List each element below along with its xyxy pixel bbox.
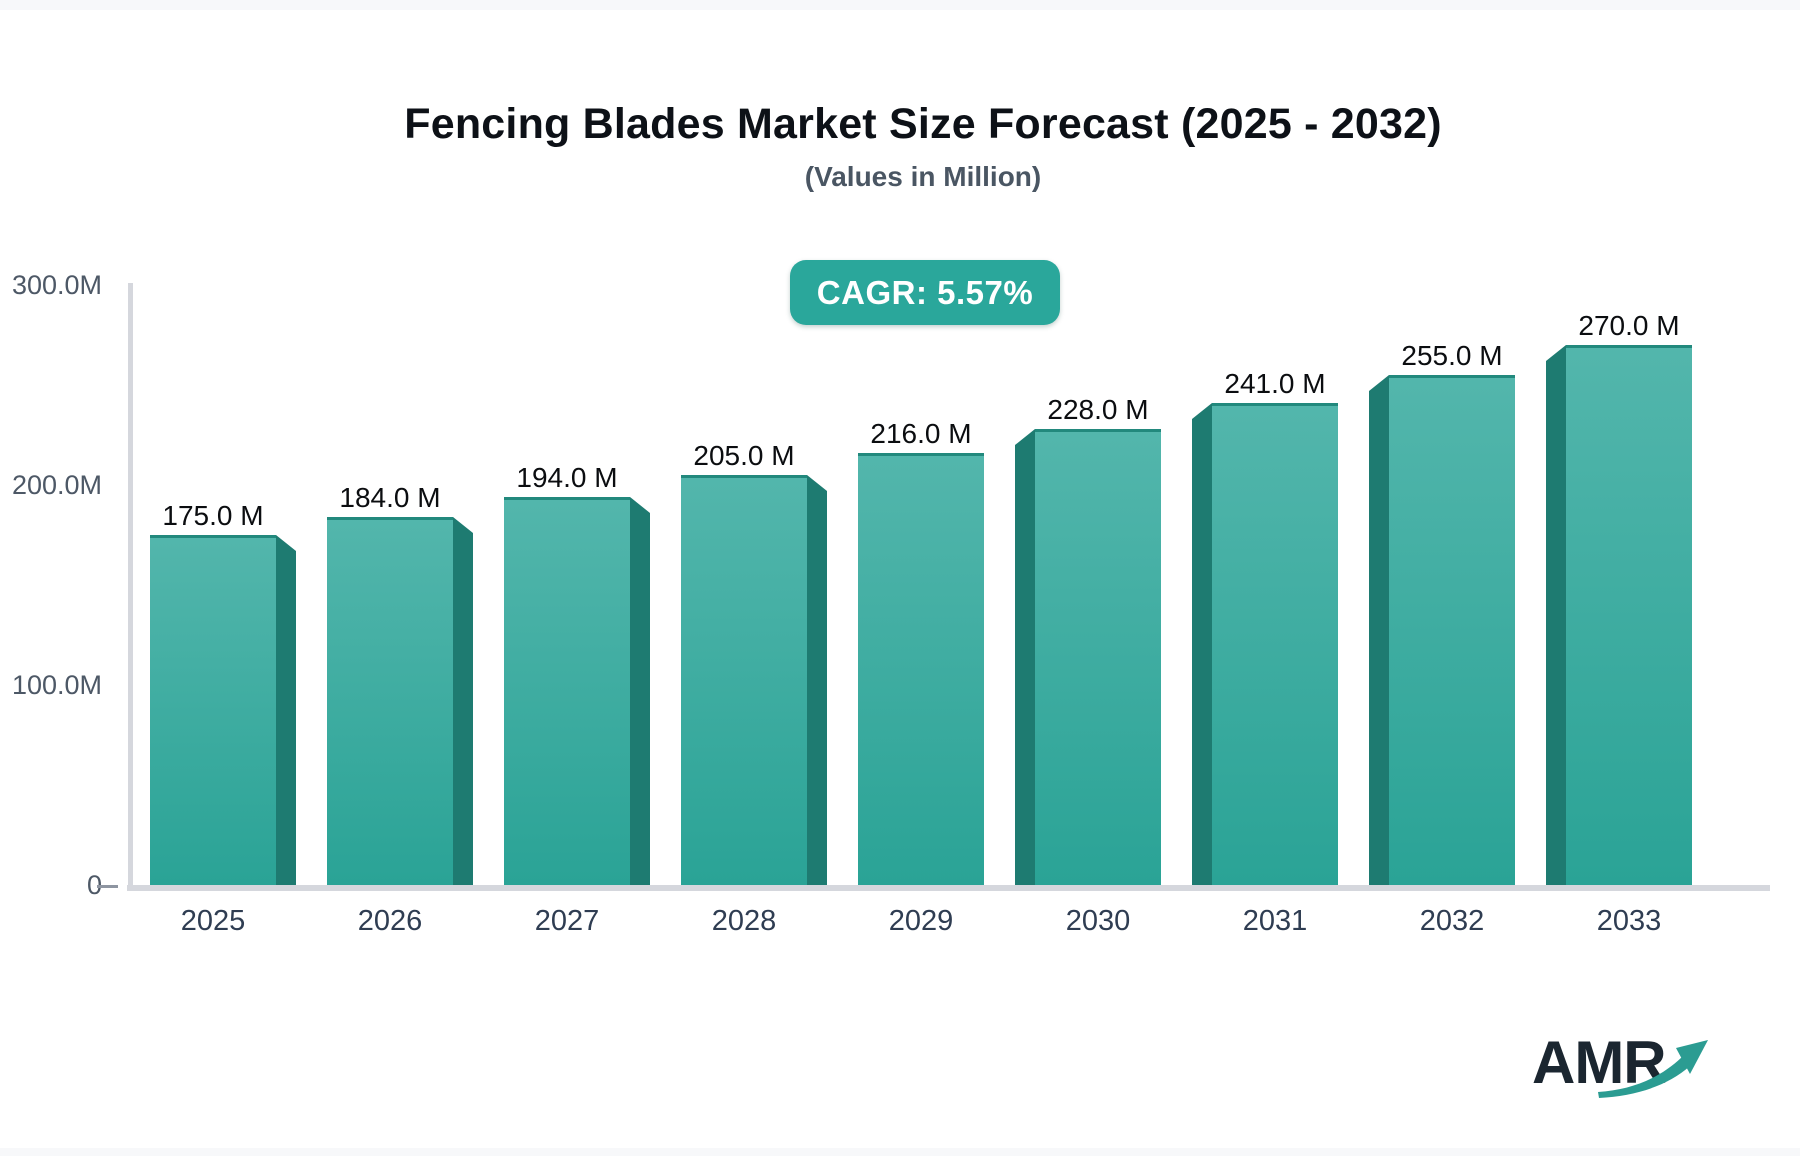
bar-value-label: 184.0 M — [339, 482, 440, 513]
bar-top-edge — [150, 535, 276, 538]
bar-side-3d — [1192, 403, 1212, 885]
y-axis-label: 100.0M — [12, 670, 102, 700]
bar-2028 — [681, 475, 807, 885]
bar-side-3d — [630, 497, 650, 885]
cagr-badge: CAGR: 5.57% — [790, 260, 1060, 325]
bar-top-edge — [1035, 429, 1161, 432]
bar-2030 — [1035, 429, 1161, 885]
chart-subtitle: (Values in Million) — [804, 161, 1042, 192]
bar-value-label: 216.0 M — [870, 418, 971, 449]
bar-value-label: 205.0 M — [693, 440, 794, 471]
bar-2033 — [1566, 345, 1692, 885]
bar-2032 — [1389, 375, 1515, 885]
bar-value-label: 175.0 M — [162, 500, 263, 531]
bar-side-3d — [1546, 345, 1566, 885]
x-axis-label: 2026 — [358, 905, 423, 937]
bar-value-label: 255.0 M — [1401, 340, 1502, 371]
x-axis-label: 2025 — [181, 905, 246, 937]
x-axis-label: 2029 — [889, 905, 954, 937]
bar-side-3d — [807, 475, 827, 885]
bar-value-label: 228.0 M — [1047, 394, 1148, 425]
bar-2025 — [150, 535, 276, 885]
bar-2031 — [1212, 403, 1338, 885]
y-axis-label: 300.0M — [12, 270, 102, 300]
bar-side-3d — [1369, 375, 1389, 885]
bar-2027 — [504, 497, 630, 885]
bar-value-label: 270.0 M — [1578, 310, 1679, 341]
x-axis-label: 2030 — [1066, 905, 1131, 937]
bar-top-edge — [504, 497, 630, 500]
arrow-head — [1676, 1040, 1708, 1074]
bar-top-edge — [1389, 375, 1515, 378]
zero-tick — [97, 885, 118, 888]
y-axis-label: 0 — [87, 870, 102, 900]
x-axis-line — [127, 885, 1770, 891]
x-axis-label: 2028 — [712, 905, 777, 937]
y-axis-line — [128, 283, 133, 891]
x-axis-label: 2033 — [1597, 905, 1662, 937]
y-axis-label: 200.0M — [12, 470, 102, 500]
bar-side-3d — [276, 535, 296, 885]
bar-top-edge — [681, 475, 807, 478]
bar-top-edge — [858, 453, 984, 456]
bar-2026 — [327, 517, 453, 885]
cagr-label: CAGR: 5.57% — [816, 273, 1034, 311]
bar-2029 — [858, 453, 984, 885]
bar-side-3d — [453, 517, 473, 885]
bar-side-3d — [1015, 429, 1035, 885]
amr-logo: AMR — [1528, 1028, 1728, 1118]
chart-title: Fencing Blades Market Size Forecast (202… — [404, 100, 1442, 148]
bar-value-label: 194.0 M — [516, 462, 617, 493]
swoosh-curve — [1598, 1057, 1690, 1098]
bar-top-edge — [327, 517, 453, 520]
x-axis-label: 2032 — [1420, 905, 1485, 937]
x-axis-label: 2027 — [535, 905, 600, 937]
bar-value-label: 241.0 M — [1224, 368, 1325, 399]
bar-top-edge — [1212, 403, 1338, 406]
x-axis-label: 2031 — [1243, 905, 1308, 937]
bar-top-edge — [1566, 345, 1692, 348]
amr-logo-arrow-icon — [1598, 1040, 1708, 1098]
